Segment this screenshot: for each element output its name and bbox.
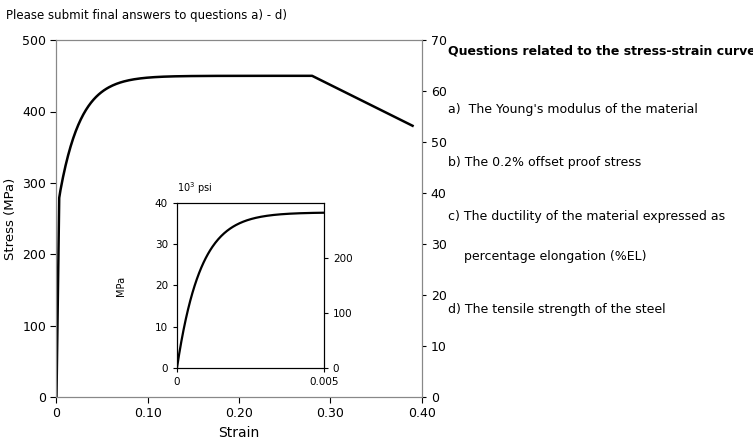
X-axis label: Strain: Strain <box>218 426 260 440</box>
Text: d) The tensile strength of the steel: d) The tensile strength of the steel <box>448 303 666 316</box>
Y-axis label: Stress (MPa): Stress (MPa) <box>4 178 17 260</box>
Text: Questions related to the stress-strain curve: Questions related to the stress-strain c… <box>448 45 753 58</box>
Text: percentage elongation (%EL): percentage elongation (%EL) <box>448 250 647 263</box>
Text: Please submit final answers to questions a) - d): Please submit final answers to questions… <box>6 9 287 22</box>
Text: a)  The Young's modulus of the material: a) The Young's modulus of the material <box>448 103 698 116</box>
Text: MPa: MPa <box>116 275 127 296</box>
Text: c) The ductility of the material expressed as: c) The ductility of the material express… <box>448 210 725 223</box>
Text: $10^3$ psi: $10^3$ psi <box>177 181 212 196</box>
Text: b) The 0.2% offset proof stress: b) The 0.2% offset proof stress <box>448 156 642 169</box>
